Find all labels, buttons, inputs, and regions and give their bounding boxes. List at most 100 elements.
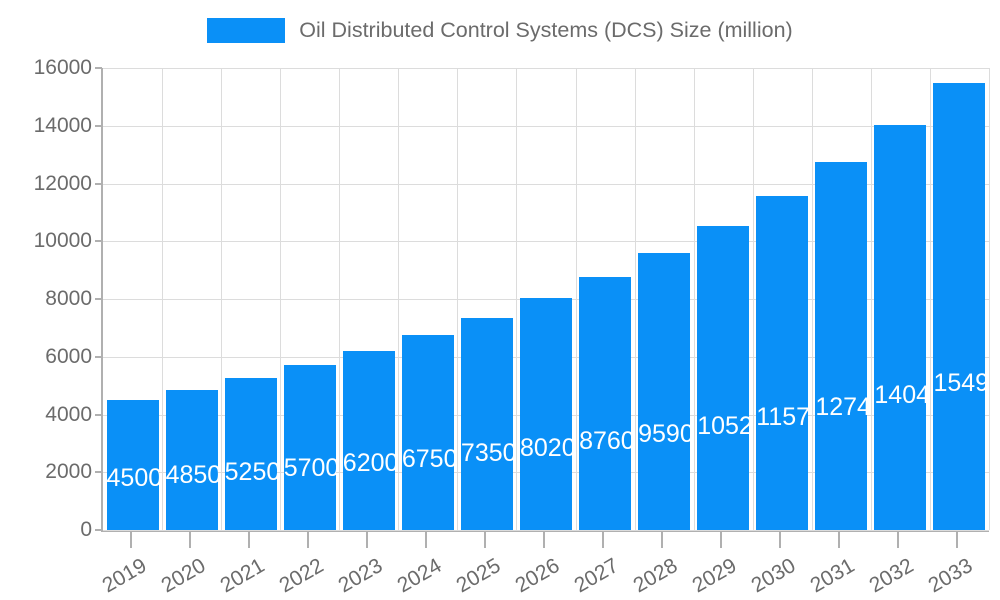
x-axis-tick-label-2027: 2027 [570,554,623,598]
bar-value-label: 4850 [165,463,218,488]
bar-2020[interactable]: 4850 [165,389,218,530]
y-axis-tick-label: 4000 [45,402,92,426]
y-axis-tick-mark [95,67,102,69]
y-axis: 0 2000 4000 6000 8000 10000 12000 14000 16000 [0,56,1000,541]
y-axis-tick-label: 12000 [33,171,92,195]
bar-2022[interactable]: 5700 [283,365,336,530]
bar-2028[interactable]: 9590 [638,253,691,530]
x-axis-tick-mark [247,532,250,548]
x-gridline [221,68,222,530]
x-gridline [694,68,695,530]
bar-value-label: 11570 [756,404,809,430]
x-gridline [871,68,872,530]
chart-legend: Oil Distributed Control Systems (DCS) Si… [0,10,1000,50]
x-axis-tick-mark [188,532,191,548]
x-axis-tick-label-2023: 2023 [334,554,387,598]
bar-value-label: 12740 [815,394,868,420]
legend-series-label: Oil Distributed Control Systems (DCS) Si… [299,17,793,42]
bar-value-label: 10520 [697,413,750,439]
y-gridline [103,530,989,531]
y-axis-tick-label: 2000 [45,460,92,484]
y-axis-tick-mark [95,240,102,243]
bar-2031[interactable]: 12740 [815,162,868,530]
x-axis-tick-mark [720,532,723,548]
x-axis-tick-mark [365,532,368,548]
y-axis-tick-mark [95,471,102,474]
x-axis-tick-mark [129,532,132,548]
y-gridline [103,125,989,127]
bar-value-label: 5700 [283,455,336,481]
bar-value-label: 6750 [401,446,454,472]
bar-2029[interactable]: 10520 [697,226,750,530]
x-axis-tick-mark [838,532,841,548]
x-gridline [339,68,340,530]
bar-2027[interactable]: 8760 [579,277,632,530]
x-axis-tick-label-2020: 2020 [157,554,210,598]
x-gridline [457,68,458,530]
x-axis-tick-mark [661,532,664,548]
bar-2026[interactable]: 8020 [520,298,572,530]
x-axis-tick-mark [779,532,782,548]
x-axis-tick-mark [897,532,900,548]
x-gridline [635,68,636,530]
x-gridline [930,68,931,530]
bar-value-label: 7350 [460,441,513,467]
y-axis-tick-mark [95,298,102,300]
x-gridline [516,68,517,530]
x-axis-tick-mark [956,532,959,548]
x-gridline [280,68,281,530]
bar-value-label: 8020 [520,435,572,461]
y-gridline [103,183,989,185]
x-axis-tick-mark [543,532,545,548]
bar-2019[interactable]: 4500 [106,400,159,530]
y-axis-tick-label: 8000 [45,287,92,310]
y-gridline [103,68,989,69]
bar-2025[interactable]: 7350 [460,317,513,530]
y-axis-tick-label: 6000 [45,344,92,368]
y-axis-tick-mark [95,124,102,127]
plot-area: 4500 4850 5250 5700 6200 6750 7350 8020 8760 9590… [101,68,990,532]
bar-value-label: 14040 [874,383,927,409]
y-gridline [103,241,989,243]
x-axis-tick-label-2029: 2029 [688,554,741,598]
bar-2021[interactable]: 5250 [224,378,277,530]
x-axis-tick-label-2024: 2024 [393,554,446,598]
y-axis-tick-mark [95,413,102,416]
bar-value-label: 9590 [638,421,691,447]
x-axis-tick-mark [483,532,486,548]
y-axis-tick-mark [95,529,102,531]
x-axis-tick-label-2019: 2019 [98,554,151,598]
x-axis-tick-label-2032: 2032 [865,554,918,598]
x-axis-tick-label-2026: 2026 [511,554,564,598]
x-axis-tick-label-2033: 2033 [924,554,977,598]
y-axis-tick-label: 14000 [33,113,92,137]
x-axis-tick-label-2025: 2025 [452,554,505,598]
x-gridline [989,68,990,530]
y-axis-tick-label: 0 [80,518,92,541]
x-gridline [398,68,399,530]
bar-2032[interactable]: 14040 [874,124,927,530]
x-axis-tick-mark [306,532,309,548]
x-gridline [162,68,163,530]
x-axis-tick-label-2030: 2030 [747,554,800,598]
bar-value-label: 15490 [933,370,986,396]
legend-color-swatch [207,17,286,43]
x-axis-tick-mark [424,532,427,548]
bar-2023[interactable]: 6200 [342,350,395,530]
y-axis-tick-label: 16000 [33,56,92,79]
x-axis-tick-label-2028: 2028 [629,554,682,598]
bar-value-label: 5250 [224,459,277,485]
bar-2030[interactable]: 11570 [756,195,809,530]
x-axis-tick-label-2031: 2031 [806,554,859,598]
x-gridline [576,68,577,530]
x-axis-tick-mark [602,532,605,548]
x-gridline [812,68,813,530]
bar-value-label: 4500 [106,466,159,492]
y-axis-tick-label: 10000 [33,229,92,253]
bar-2033[interactable]: 15490 [933,82,986,530]
bar-2024[interactable]: 6750 [401,335,454,530]
bar-value-label: 8760 [579,429,632,455]
y-axis-tick-mark [95,355,102,358]
x-gridline [753,68,754,530]
